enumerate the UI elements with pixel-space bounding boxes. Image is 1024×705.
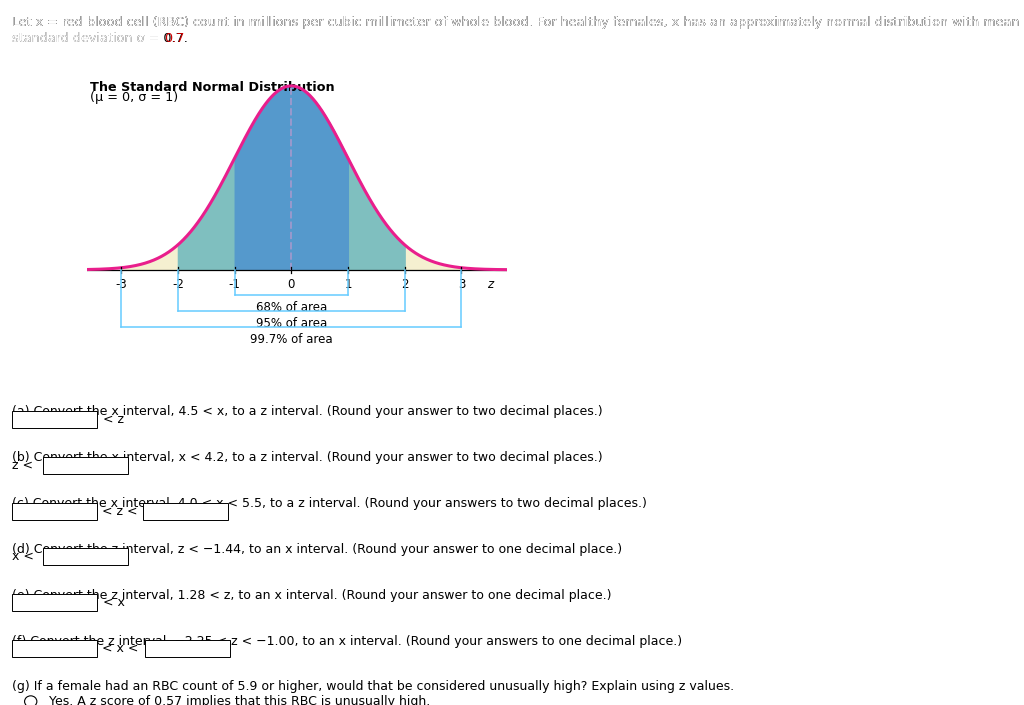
Text: < x <: < x < xyxy=(102,642,139,655)
Text: Let x = red blood cell (RBC) count in millions per cubic millimeter of whole blo: Let x = red blood cell (RBC) count in mi… xyxy=(12,16,1024,28)
FancyBboxPatch shape xyxy=(145,640,230,657)
Text: 95% of area: 95% of area xyxy=(256,317,327,330)
Text: 0: 0 xyxy=(288,278,295,290)
Text: z <: z < xyxy=(12,459,34,472)
Text: (f) Convert the z interval, −2.25 < z < −1.00, to an x interval. (Round your ans: (f) Convert the z interval, −2.25 < z < … xyxy=(12,634,682,647)
Text: (b) Convert the x interval, x < 4.2, to a z interval. (Round your answer to two : (b) Convert the x interval, x < 4.2, to … xyxy=(12,451,603,464)
FancyBboxPatch shape xyxy=(43,548,128,565)
Text: (a) Convert the x interval, 4.5 < x, to a z interval. (Round your answer to two : (a) Convert the x interval, 4.5 < x, to … xyxy=(12,405,603,418)
Text: < z: < z xyxy=(103,413,125,426)
Text: The Standard Normal Distribution: The Standard Normal Distribution xyxy=(90,81,335,94)
Text: Let x = red blood cell (RBC) count in millions per cubic millimeter of whole blo: Let x = red blood cell (RBC) count in mi… xyxy=(12,16,1024,28)
FancyBboxPatch shape xyxy=(12,503,97,520)
Text: Yes. A z score of 0.57 implies that this RBC is unusually high.: Yes. A z score of 0.57 implies that this… xyxy=(49,695,430,705)
Text: 2: 2 xyxy=(401,278,409,290)
Text: (c) Convert the x interval, 4.0 < x < 5.5, to a z interval. (Round your answers : (c) Convert the x interval, 4.0 < x < 5.… xyxy=(12,497,647,510)
Text: (e) Convert the z interval, 1.28 < z, to an x interval. (Round your answer to on: (e) Convert the z interval, 1.28 < z, to… xyxy=(12,589,611,601)
Ellipse shape xyxy=(25,696,37,705)
FancyBboxPatch shape xyxy=(143,503,228,520)
Text: 99.7% of area: 99.7% of area xyxy=(250,333,333,346)
FancyBboxPatch shape xyxy=(12,411,97,428)
Text: (g) If a female had an RBC count of 5.9 or higher, would that be considered unus: (g) If a female had an RBC count of 5.9 … xyxy=(12,680,734,693)
Text: standard deviation σ =: standard deviation σ = xyxy=(12,32,164,44)
Text: -2: -2 xyxy=(172,278,183,290)
Text: Let x = red blood cell (RBC) count in millions per cubic millimeter of whole blo: Let x = red blood cell (RBC) count in mi… xyxy=(12,16,1024,28)
Text: 68% of area: 68% of area xyxy=(256,301,327,314)
Text: standard deviation σ = 0.7.: standard deviation σ = 0.7. xyxy=(12,32,188,44)
Text: 1: 1 xyxy=(344,278,352,290)
FancyBboxPatch shape xyxy=(12,594,97,611)
Text: z: z xyxy=(487,278,494,290)
FancyBboxPatch shape xyxy=(43,457,128,474)
Text: x <: x < xyxy=(12,551,34,563)
Text: < x: < x xyxy=(103,596,125,609)
Text: -3: -3 xyxy=(116,278,127,290)
Text: 0.7: 0.7 xyxy=(164,32,184,44)
Text: < z <: < z < xyxy=(102,505,138,517)
Text: (μ = 0, σ = 1): (μ = 0, σ = 1) xyxy=(90,92,178,104)
Text: -1: -1 xyxy=(228,278,241,290)
Text: (d) Convert the z interval, z < −1.44, to an x interval. (Round your answer to o: (d) Convert the z interval, z < −1.44, t… xyxy=(12,543,623,556)
Text: 3: 3 xyxy=(458,278,465,290)
FancyBboxPatch shape xyxy=(12,640,97,657)
